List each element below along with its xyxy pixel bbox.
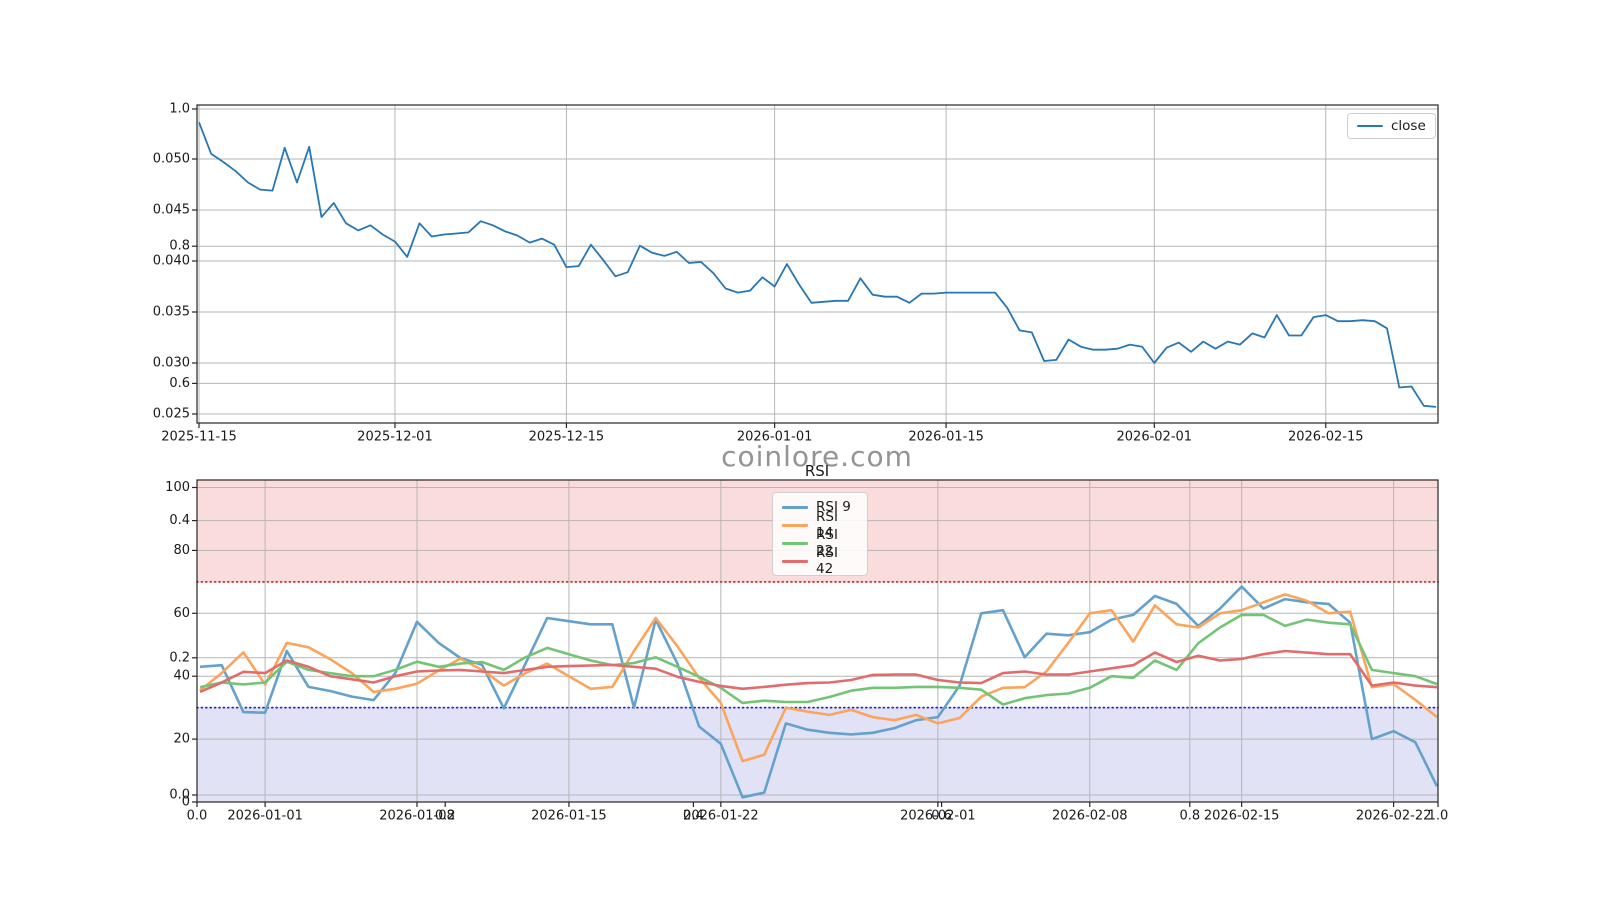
figure-y-tick-label: 0.8 — [169, 239, 190, 254]
figure-x-tick-label: 0.0 — [187, 809, 208, 824]
rsi-plot — [196, 479, 1439, 803]
rsi-legend-row: RSI 9 — [782, 498, 858, 516]
rsi22-swatch — [782, 541, 808, 545]
price-y-tick-label: 0.025 — [153, 407, 190, 422]
close-line — [198, 121, 1437, 408]
price-x-tick-label: 2025-12-01 — [357, 430, 433, 445]
rsi9-line — [199, 585, 1439, 799]
rsi-legend-row: RSI 14 — [782, 509, 858, 541]
price-y-tick-label: 0.040 — [153, 254, 190, 269]
figure-y-tick-label: 0.6 — [169, 376, 190, 391]
price-x-tick-label: 2025-12-15 — [529, 430, 605, 445]
rsi14-legend-label: RSI 14 — [816, 509, 838, 541]
rsi-x-tick-label: 2026-01-01 — [227, 809, 303, 824]
price-x-tick-label: 2026-01-01 — [737, 430, 813, 445]
rsi-x-tick-label: 2026-02-08 — [1052, 809, 1128, 824]
rsi-x-tick-label: 2026-01-15 — [531, 809, 607, 824]
figure-x-tick-label: 0.4 — [683, 809, 704, 824]
close-line-swatch — [1357, 125, 1383, 127]
figure-y-tick-label: 0.4 — [169, 513, 190, 528]
figure-x-tick-label: 1.0 — [1428, 809, 1449, 824]
rsi9-legend-label: RSI 9 — [816, 499, 851, 515]
rsi-legend-row: RSI 22 — [782, 527, 858, 559]
rsi-chart-title: RSI — [804, 462, 830, 480]
price-y-tick-label: 0.030 — [153, 356, 190, 371]
rsi-x-tick-label: 2026-01-08 — [379, 809, 455, 824]
price-y-tick-label: 0.050 — [153, 152, 190, 167]
grid — [197, 480, 1438, 802]
figure-y-tick-label: 0.2 — [169, 650, 190, 665]
rsi-y-tick-label: 20 — [173, 732, 190, 747]
figure-y-tick-label: 0.0 — [169, 788, 190, 803]
rsi14-swatch — [782, 523, 808, 527]
price-legend: close — [1347, 113, 1436, 139]
price-axis-labels: 0.050 0.045 0.040 0.035 0.030 0.025 1.0 0.8 0.6 2… — [153, 102, 1364, 445]
price-x-tick-label: 2026-01-15 — [908, 430, 984, 445]
price-x-tick-label: 2026-02-01 — [1117, 430, 1193, 445]
rsi22-legend-label: RSI 22 — [816, 527, 838, 559]
grid — [197, 105, 1438, 423]
rsi-y-tick-label: 40 — [173, 669, 190, 684]
close-legend-label: close — [1391, 118, 1426, 134]
rsi-axes-frame — [196, 479, 1439, 803]
rsi-legend-row: RSI 42 — [782, 545, 858, 577]
rsi-x-tick-label: 2026-01-22 — [683, 809, 759, 824]
rsi-legend: RSI 9 RSI 14 RSI 22 RSI 42 — [772, 492, 868, 577]
rsi-x-tick-label: 2026-02-22 — [1356, 809, 1432, 824]
figure-x-tick-label: 0.6 — [931, 809, 952, 824]
price-axes-frame — [196, 104, 1439, 424]
rsi-y-tick-label: 80 — [173, 543, 190, 558]
rsi42-legend-label: RSI 42 — [816, 545, 838, 577]
price-plot — [196, 104, 1439, 424]
rsi-x-tick-label: 2026-02-01 — [900, 809, 976, 824]
rsi22-line — [199, 613, 1438, 706]
rsi-axis-labels: 100 80 60 40 20 0 0.4 0.2 0.0 2026-01-01 2026-01-0… — [165, 480, 1448, 824]
watermark: coinlore.com — [721, 440, 913, 473]
rsi9-swatch — [782, 505, 808, 509]
rsi14-line — [199, 593, 1438, 763]
rsi-y-tick-label: 0 — [182, 795, 190, 810]
figure-y-tick-label: 1.0 — [169, 102, 190, 117]
rsi42-line — [199, 649, 1438, 694]
price-y-tick-label: 0.035 — [153, 305, 190, 320]
figure-x-tick-label: 0.8 — [1179, 809, 1200, 824]
rsi-y-tick-label: 60 — [173, 606, 190, 621]
rsi-x-tick-label: 2026-02-15 — [1204, 809, 1280, 824]
oversold-band — [197, 707, 1438, 802]
price-x-tick-label: 2025-11-15 — [161, 430, 237, 445]
rsi-y-tick-label: 100 — [165, 480, 190, 495]
price-x-tick-label: 2026-02-15 — [1288, 430, 1364, 445]
figure-x-tick-label: 0.2 — [435, 809, 456, 824]
price-y-tick-label: 0.045 — [153, 203, 190, 218]
rsi42-swatch — [782, 559, 808, 563]
